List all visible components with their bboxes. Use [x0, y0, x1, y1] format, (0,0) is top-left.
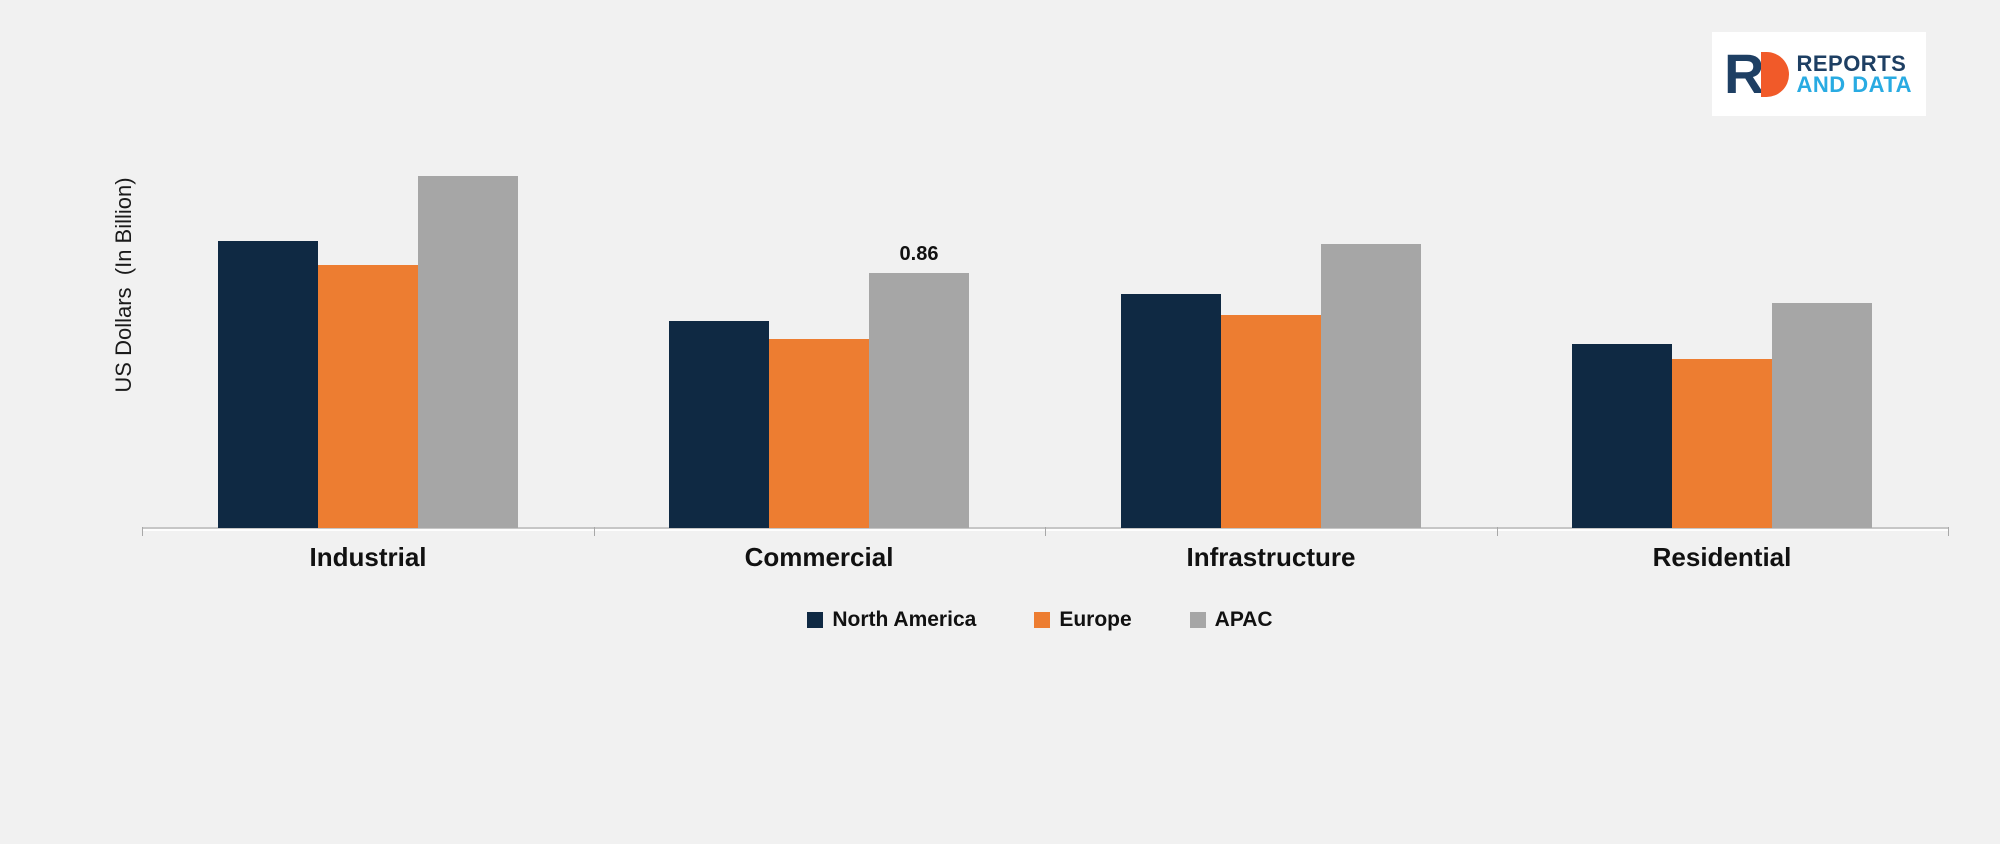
- x-axis-tick: [1045, 527, 1046, 536]
- bar-europe-commercial: [769, 339, 869, 528]
- logo-letter-r: R: [1724, 41, 1764, 105]
- reports-and-data-logo: R REPORTS AND DATA: [1712, 32, 1926, 116]
- x-axis-tick: [142, 527, 143, 536]
- bar-north-america-commercial: [669, 321, 769, 528]
- x-axis-label-industrial: Industrial: [309, 542, 427, 572]
- logo-text-and-data: AND DATA: [1796, 72, 1913, 97]
- x-axis-tick: [1497, 527, 1498, 536]
- bar-europe-industrial: [318, 265, 418, 528]
- x-axis-tick: [1948, 527, 1949, 536]
- logo-wordmark: REPORTS AND DATA: [1796, 51, 1913, 97]
- x-axis-label-infrastructure: Infrastructure: [1186, 542, 1356, 572]
- legend-label-north-america: North America: [832, 608, 977, 631]
- bar-north-america-infrastructure: [1121, 294, 1221, 528]
- bar-apac-residential: [1772, 303, 1872, 528]
- y-axis-title: US Dollars (In Billion): [111, 177, 136, 393]
- x-axis-label-commercial: Commercial: [744, 542, 894, 572]
- bar-north-america-industrial: [218, 241, 318, 528]
- bar-europe-residential: [1672, 359, 1772, 528]
- legend-item-europe: Europe: [1034, 608, 1132, 632]
- bar-apac-industrial: [418, 176, 518, 528]
- bar-apac-infrastructure: [1321, 244, 1421, 528]
- bar-apac-commercial: [869, 273, 969, 528]
- legend-label-apac: APAC: [1214, 608, 1273, 631]
- x-axis-label-residential: Residential: [1652, 542, 1792, 572]
- logo-text-reports: REPORTS: [1796, 51, 1907, 76]
- legend-swatch-north-america: [807, 612, 824, 628]
- logo-rd-mark: R: [1724, 41, 1790, 105]
- legend-label-europe: Europe: [1059, 608, 1132, 631]
- legend-swatch-apac: [1189, 612, 1206, 628]
- legend-item-apac: APAC: [1189, 608, 1273, 632]
- bar-north-america-residential: [1572, 344, 1672, 528]
- logo-letter-d-shape: [1761, 51, 1790, 97]
- legend-item-north-america: North America: [807, 608, 976, 632]
- bar-value-label: 0.86: [899, 243, 939, 265]
- x-axis-tick: [594, 527, 595, 536]
- chart-legend: North America Europe APAC: [40, 608, 2000, 632]
- bar-europe-infrastructure: [1221, 315, 1321, 528]
- legend-swatch-europe: [1034, 612, 1051, 628]
